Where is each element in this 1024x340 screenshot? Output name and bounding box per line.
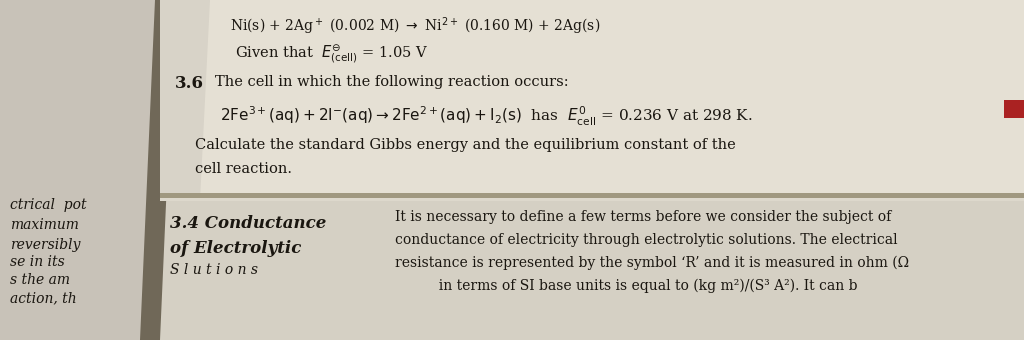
- Text: S l u t i o n s: S l u t i o n s: [170, 263, 258, 277]
- Bar: [160, 198, 1024, 201]
- Text: 3.6: 3.6: [175, 75, 204, 92]
- Polygon shape: [160, 195, 1024, 340]
- Polygon shape: [160, 0, 210, 200]
- Text: maximum: maximum: [10, 218, 79, 232]
- Text: reversibly: reversibly: [10, 238, 81, 252]
- Text: It is necessary to define a few terms before we consider the subject of: It is necessary to define a few terms be…: [395, 210, 891, 224]
- Text: 3.4 Conductance: 3.4 Conductance: [170, 215, 327, 232]
- Text: The cell in which the following reaction occurs:: The cell in which the following reaction…: [215, 75, 568, 89]
- Text: Given that  $E^{\ominus}_{\mathrm{(cell)}}$ = 1.05 V: Given that $E^{\ominus}_{\mathrm{(cell)}…: [234, 42, 428, 65]
- Text: $2\mathrm{Fe}^{3+}(\mathrm{aq})+2\mathrm{I}^{-}(\mathrm{aq})\rightarrow 2\mathrm: $2\mathrm{Fe}^{3+}(\mathrm{aq})+2\mathrm…: [220, 105, 753, 128]
- Text: Ni(s) + 2Ag$^+$ (0.002 M) $\rightarrow$ Ni$^{2+}$ (0.160 M) + 2Ag(s): Ni(s) + 2Ag$^+$ (0.002 M) $\rightarrow$ …: [230, 15, 600, 37]
- Text: cell reaction.: cell reaction.: [195, 162, 292, 176]
- Text: Calculate the standard Gibbs energy and the equilibrium constant of the: Calculate the standard Gibbs energy and …: [195, 138, 736, 152]
- Text: action, th: action, th: [10, 291, 77, 305]
- Bar: [160, 193, 1024, 198]
- Text: of Electrolytic: of Electrolytic: [170, 240, 301, 257]
- Text: conductance of electricity through electrolytic solutions. The electrical: conductance of electricity through elect…: [395, 233, 898, 247]
- Polygon shape: [140, 0, 175, 340]
- Text: s the am: s the am: [10, 273, 70, 287]
- Bar: [1004, 100, 1024, 118]
- Polygon shape: [0, 0, 175, 340]
- Polygon shape: [160, 0, 1024, 200]
- Text: in terms of SI base units is equal to (kg m²)/(S³ A²). It can b: in terms of SI base units is equal to (k…: [395, 279, 857, 293]
- Text: resistance is represented by the symbol ‘R’ and it is measured in ohm (Ω: resistance is represented by the symbol …: [395, 256, 909, 270]
- Text: ctrical  pot: ctrical pot: [10, 198, 87, 212]
- Text: se in its: se in its: [10, 255, 65, 269]
